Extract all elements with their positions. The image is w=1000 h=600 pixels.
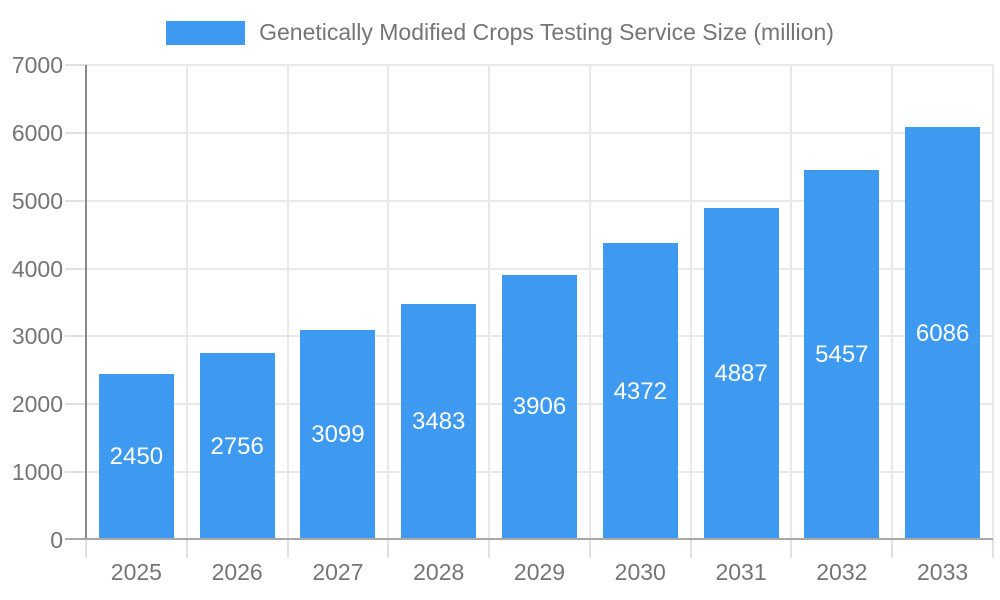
x-tick-label: 2030 (614, 559, 666, 585)
category-boundary-gridline (992, 65, 994, 540)
x-tick-label: 2025 (110, 559, 162, 585)
legend-swatch (166, 20, 246, 45)
y-tick-5000 (65, 199, 86, 202)
bar-2027: 3099 (300, 329, 376, 540)
bar-2031: 4887 (703, 208, 779, 540)
category-boundary-gridline (488, 65, 491, 540)
bar-value-label: 3906 (512, 393, 567, 421)
x-tick (387, 540, 390, 558)
y-tick-1000 (65, 471, 86, 474)
x-tick-label: 2033 (917, 559, 969, 585)
category-boundary-gridline (689, 65, 692, 540)
bar-2032: 5457 (804, 169, 880, 540)
bar-2029: 3906 (502, 274, 577, 540)
bar-value-label: 4372 (613, 377, 667, 405)
bar-2033: 6086 (905, 127, 981, 540)
bar-value-label: 3099 (311, 420, 365, 448)
bar-2026: 2756 (199, 353, 275, 540)
bar-value-label: 2756 (210, 432, 264, 460)
y-axis-line (85, 65, 87, 540)
bar-value-label: 3483 (412, 407, 466, 435)
y-tick-label: 2000 (11, 391, 63, 418)
y-tick-label: 0 (50, 527, 63, 553)
x-tick-label: 2029 (513, 559, 566, 585)
bar-value-label: 5457 (815, 340, 869, 368)
gridline-7000 (86, 64, 993, 66)
x-tick (185, 540, 188, 558)
bar-value-label: 6086 (915, 319, 970, 347)
gridline-4000 (86, 267, 993, 270)
category-boundary-gridline (891, 65, 894, 540)
bar-value-label: 4887 (714, 360, 768, 388)
y-tick-label: 4000 (11, 255, 63, 282)
y-tick-6000 (65, 131, 86, 134)
x-tick-label: 2032 (816, 559, 868, 585)
y-tick-label: 5000 (11, 187, 63, 214)
x-tick-label: 2031 (715, 559, 767, 585)
y-tick-label: 7000 (11, 52, 63, 78)
legend-label: Genetically Modified Crops Testing Servi… (259, 19, 834, 45)
category-boundary-gridline (790, 65, 793, 540)
y-axis-labels: 0 1000 2000 3000 4000 5000 6000 7000 (0, 0, 63, 600)
y-tick-7000 (65, 64, 86, 66)
bar-value-label: 2450 (109, 442, 164, 470)
category-boundary-gridline (286, 65, 289, 540)
x-axis-baseline (65, 538, 993, 540)
y-tick-label: 1000 (11, 459, 63, 486)
y-tick-4000 (65, 267, 86, 270)
x-tick (85, 540, 87, 558)
gridline-6000 (86, 131, 993, 134)
bar-2025: 2450 (98, 373, 174, 540)
plot-area: 2450 2756 3099 3483 3906 4372 4887 5457 6086 (65, 64, 994, 558)
x-tick-label: 2026 (211, 559, 263, 585)
legend[interactable]: Genetically Modified Crops Testing Servi… (0, 19, 1000, 46)
bar-2028: 3483 (401, 303, 477, 540)
y-tick-label: 6000 (11, 119, 63, 146)
x-tick-label: 2027 (312, 559, 364, 585)
x-tick-label: 2028 (413, 559, 465, 585)
y-tick-2000 (65, 403, 86, 406)
category-boundary-gridline (387, 65, 390, 540)
x-tick (992, 540, 994, 558)
x-tick (286, 540, 289, 558)
y-tick-label: 3000 (11, 323, 63, 350)
category-boundary-gridline (588, 65, 591, 540)
x-tick (891, 540, 894, 558)
category-boundary-gridline (185, 65, 188, 540)
x-tick (588, 540, 591, 558)
gridline-5000 (86, 199, 993, 202)
x-tick (689, 540, 692, 558)
x-tick (488, 540, 491, 558)
bar-2030: 4372 (602, 243, 678, 540)
x-axis-labels: 2025 2026 2027 2028 2029 2030 2031 2032 2033 (86, 560, 993, 590)
x-tick (790, 540, 793, 558)
y-tick-3000 (65, 335, 86, 338)
